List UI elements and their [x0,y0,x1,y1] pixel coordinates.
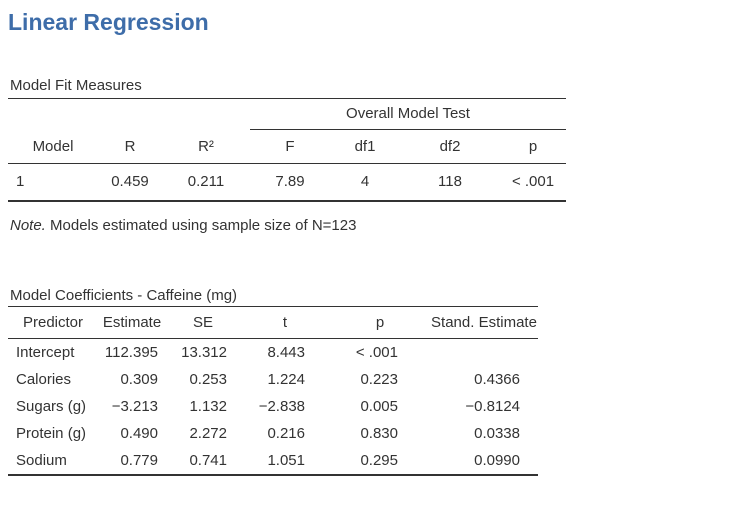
col-header-p: p [500,129,567,164]
cell-t: 1.224 [267,371,305,388]
table-row: 1 0.459 0.211 7.89 4 118 < .001 [8,164,566,202]
cell-se: 2.272 [189,425,227,442]
cell-predictor: Intercept [16,344,75,361]
cell-df2: 118 [438,173,462,190]
cell-stand-estimate: −0.8124 [465,398,520,415]
cell-r: 0.459 [111,173,149,190]
spanner-spacer [8,99,250,130]
spanner-overall-model-test: Overall Model Test [250,98,567,130]
table-row-sugars: Sugars (g) −3.213 1.132 −2.838 0.005 −0.… [8,393,538,420]
table-note: Note. Models estimated using sample size… [8,216,747,235]
analysis-heading[interactable]: Linear Regression [8,9,209,35]
cell-predictor: Calories [16,371,72,388]
cell-df1: 4 [360,173,370,190]
note-label: Note. [10,217,46,234]
cell-estimate: 112.395 [104,344,158,361]
col-header-p: p [330,306,430,339]
header-row: Model R R² F df1 df2 p [8,129,567,164]
cell-p: 0.830 [360,425,398,442]
table-row-calories: Calories 0.309 0.253 1.224 0.223 0.4366 [8,366,538,393]
cell-estimate: 0.490 [120,425,158,442]
col-header-estimate: Estimate [98,306,166,339]
cell-t: 8.443 [267,344,305,361]
col-header-stand-estimate: Stand. Estimate [430,306,538,339]
model-fit-table[interactable]: Overall Model Test Model R R² F df1 df2 … [8,98,567,202]
table-row-intercept: Intercept 112.395 13.312 8.443 < .001 [8,339,538,367]
cell-p: < .001 [511,173,555,190]
model-fit-title: Model Fit Measures [10,77,142,94]
cell-se: 13.312 [181,344,227,361]
col-header-t: t [240,306,330,339]
cell-estimate: 0.309 [120,371,158,388]
results-panel: Linear Regression Model Fit Measures Ove… [8,9,747,476]
cell-p: 0.295 [360,452,398,469]
note-text: Models estimated using sample size of N=… [45,217,357,234]
cell-se: 0.741 [189,452,227,469]
cell-predictor: Sugars (g) [16,398,87,415]
cell-t: 1.051 [267,452,305,469]
cell-p: < .001 [355,344,398,361]
cell-predictor: Sodium [16,452,67,469]
cell-t: −2.838 [258,398,305,415]
cell-predictor: Protein (g) [16,425,87,442]
cell-r2: 0.211 [187,173,225,190]
cell-model: 1 [16,173,25,190]
coefficients-table[interactable]: Predictor Estimate SE t p Stand. Estimat… [8,306,538,476]
table-row-protein: Protein (g) 0.490 2.272 0.216 0.830 0.03… [8,420,538,447]
cell-p: 0.223 [360,371,398,388]
cell-stand-estimate: 0.0338 [474,425,520,442]
col-header-df1: df1 [330,129,400,164]
coefficients-title: Model Coefficients - Caffeine (mg) [10,287,238,304]
cell-stand-estimate: 0.4366 [474,371,520,388]
table-row-sodium: Sodium 0.779 0.741 1.051 0.295 0.0990 [8,447,538,475]
col-header-f: F [250,129,330,164]
col-header-df2: df2 [400,129,500,164]
cell-stand-estimate [430,339,538,367]
col-header-model: Model [8,129,98,164]
cell-t: 0.216 [267,425,305,442]
col-header-se: SE [166,306,240,339]
col-header-predictor: Predictor [8,306,98,339]
cell-f: 7.89 [275,173,305,190]
cell-estimate: 0.779 [120,452,158,469]
cell-p: 0.005 [360,398,398,415]
cell-se: 1.132 [189,398,227,415]
header-row: Predictor Estimate SE t p Stand. Estimat… [8,306,538,339]
cell-se: 0.253 [189,371,227,388]
col-header-r: R [98,129,162,164]
cell-estimate: −3.213 [111,398,158,415]
spanner-row: Overall Model Test [8,98,567,130]
col-header-r2: R² [162,129,250,164]
cell-stand-estimate: 0.0990 [474,452,520,469]
